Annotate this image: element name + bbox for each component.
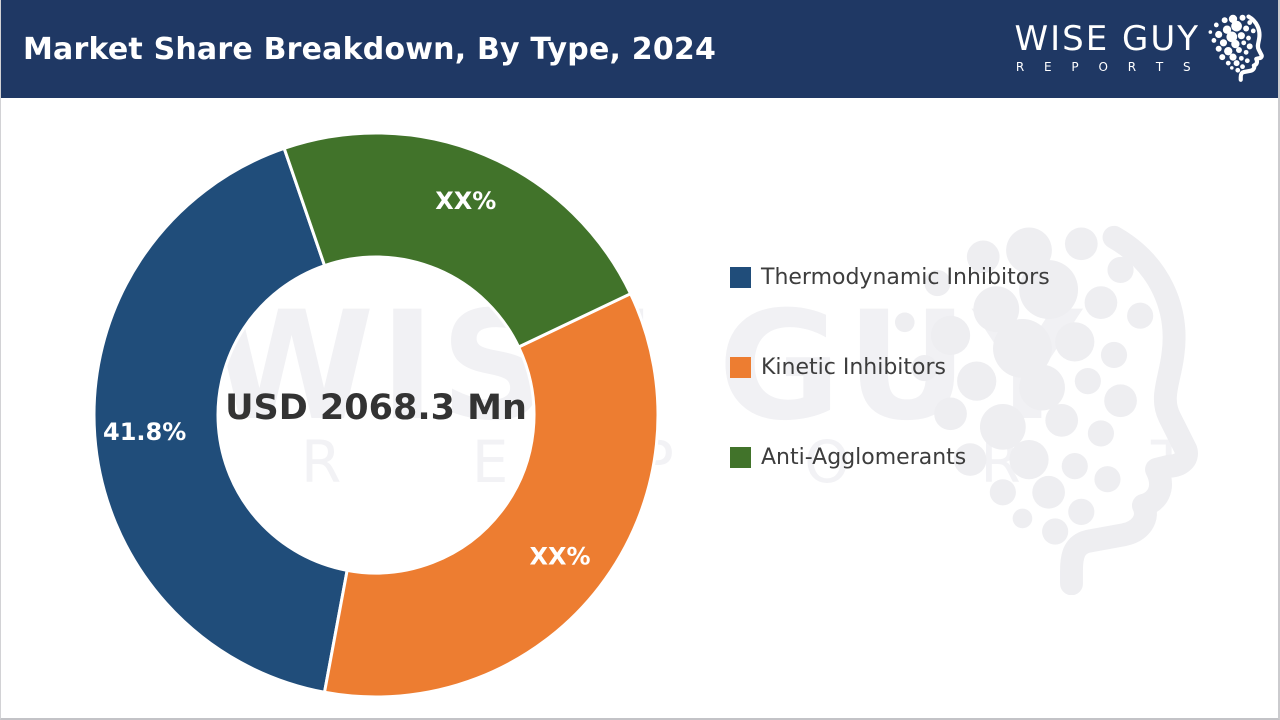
donut-slice-2 xyxy=(282,131,633,349)
donut-slice-0 xyxy=(92,146,349,694)
logo-wordmark: WISE GUY R E P O R T S xyxy=(1014,21,1200,74)
logo-line1: WISE GUY xyxy=(1014,18,1200,59)
legend-swatch xyxy=(730,356,751,378)
legend-item-kinetic-inhibitors: Kinetic Inhibitors xyxy=(730,353,1050,381)
legend-label: Thermodynamic Inhibitors xyxy=(761,264,1050,290)
legend-label: Kinetic Inhibitors xyxy=(761,354,947,380)
chart-center-value: USD 2068.3 Mn xyxy=(225,388,527,428)
face-logo-icon xyxy=(1202,8,1264,86)
page-title: Market Share Breakdown, By Type, 2024 xyxy=(23,31,717,67)
donut-chart: 41.8% XX% XX% xyxy=(92,131,660,699)
donut-slice-1 xyxy=(323,292,660,699)
logo-line2: R E P O R T S xyxy=(1015,59,1199,74)
wiseguy-logo: WISE GUY R E P O R T S xyxy=(1014,8,1264,86)
legend-label: Anti-Agglomerants xyxy=(761,444,967,470)
slice-label-2: XX% xyxy=(435,187,496,215)
legend-swatch xyxy=(730,266,751,288)
chart-area: WISE GUY R E P O R T S 41.8%XX%XX% USD 2… xyxy=(1,98,1278,718)
slice-label-1: XX% xyxy=(529,542,590,570)
legend-swatch xyxy=(730,446,751,468)
slice-label-0: 41.8% xyxy=(103,418,186,446)
legend-item-thermodynamic-inhibitors: Thermodynamic Inhibitors xyxy=(730,263,1050,291)
legend-item-anti-agglomerants: Anti-Agglomerants xyxy=(730,443,1050,471)
chart-legend: Thermodynamic Inhibitors Kinetic Inhibit… xyxy=(730,263,1050,471)
header: Market Share Breakdown, By Type, 2024 WI… xyxy=(1,0,1278,98)
